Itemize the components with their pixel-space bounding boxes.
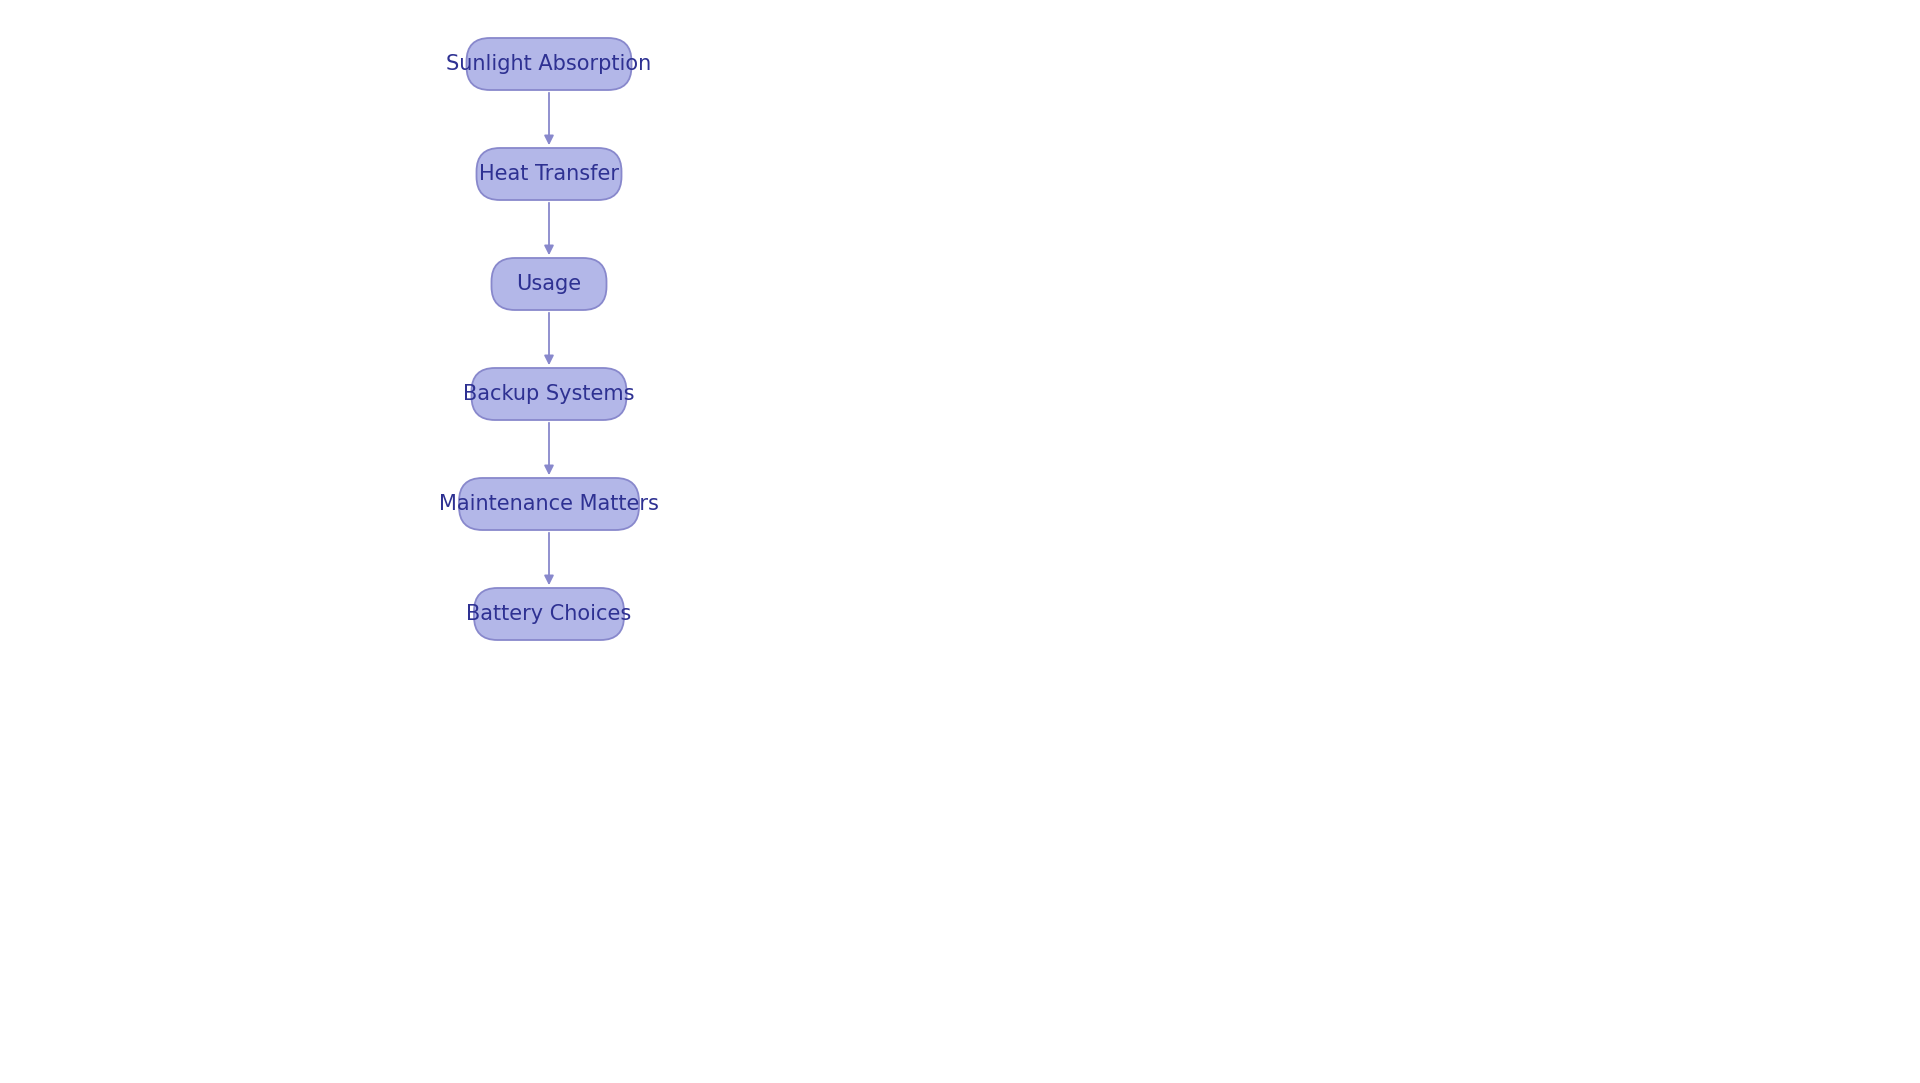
Text: Backup Systems: Backup Systems (463, 384, 636, 404)
FancyBboxPatch shape (459, 478, 639, 530)
FancyBboxPatch shape (472, 368, 626, 420)
FancyBboxPatch shape (492, 258, 607, 310)
FancyBboxPatch shape (467, 38, 632, 90)
Text: Sunlight Absorption: Sunlight Absorption (445, 54, 651, 74)
Text: Battery Choices: Battery Choices (467, 604, 632, 624)
Text: Usage: Usage (516, 274, 582, 293)
Text: Heat Transfer: Heat Transfer (478, 164, 618, 184)
Text: Maintenance Matters: Maintenance Matters (440, 494, 659, 514)
FancyBboxPatch shape (476, 148, 622, 200)
FancyBboxPatch shape (474, 588, 624, 640)
